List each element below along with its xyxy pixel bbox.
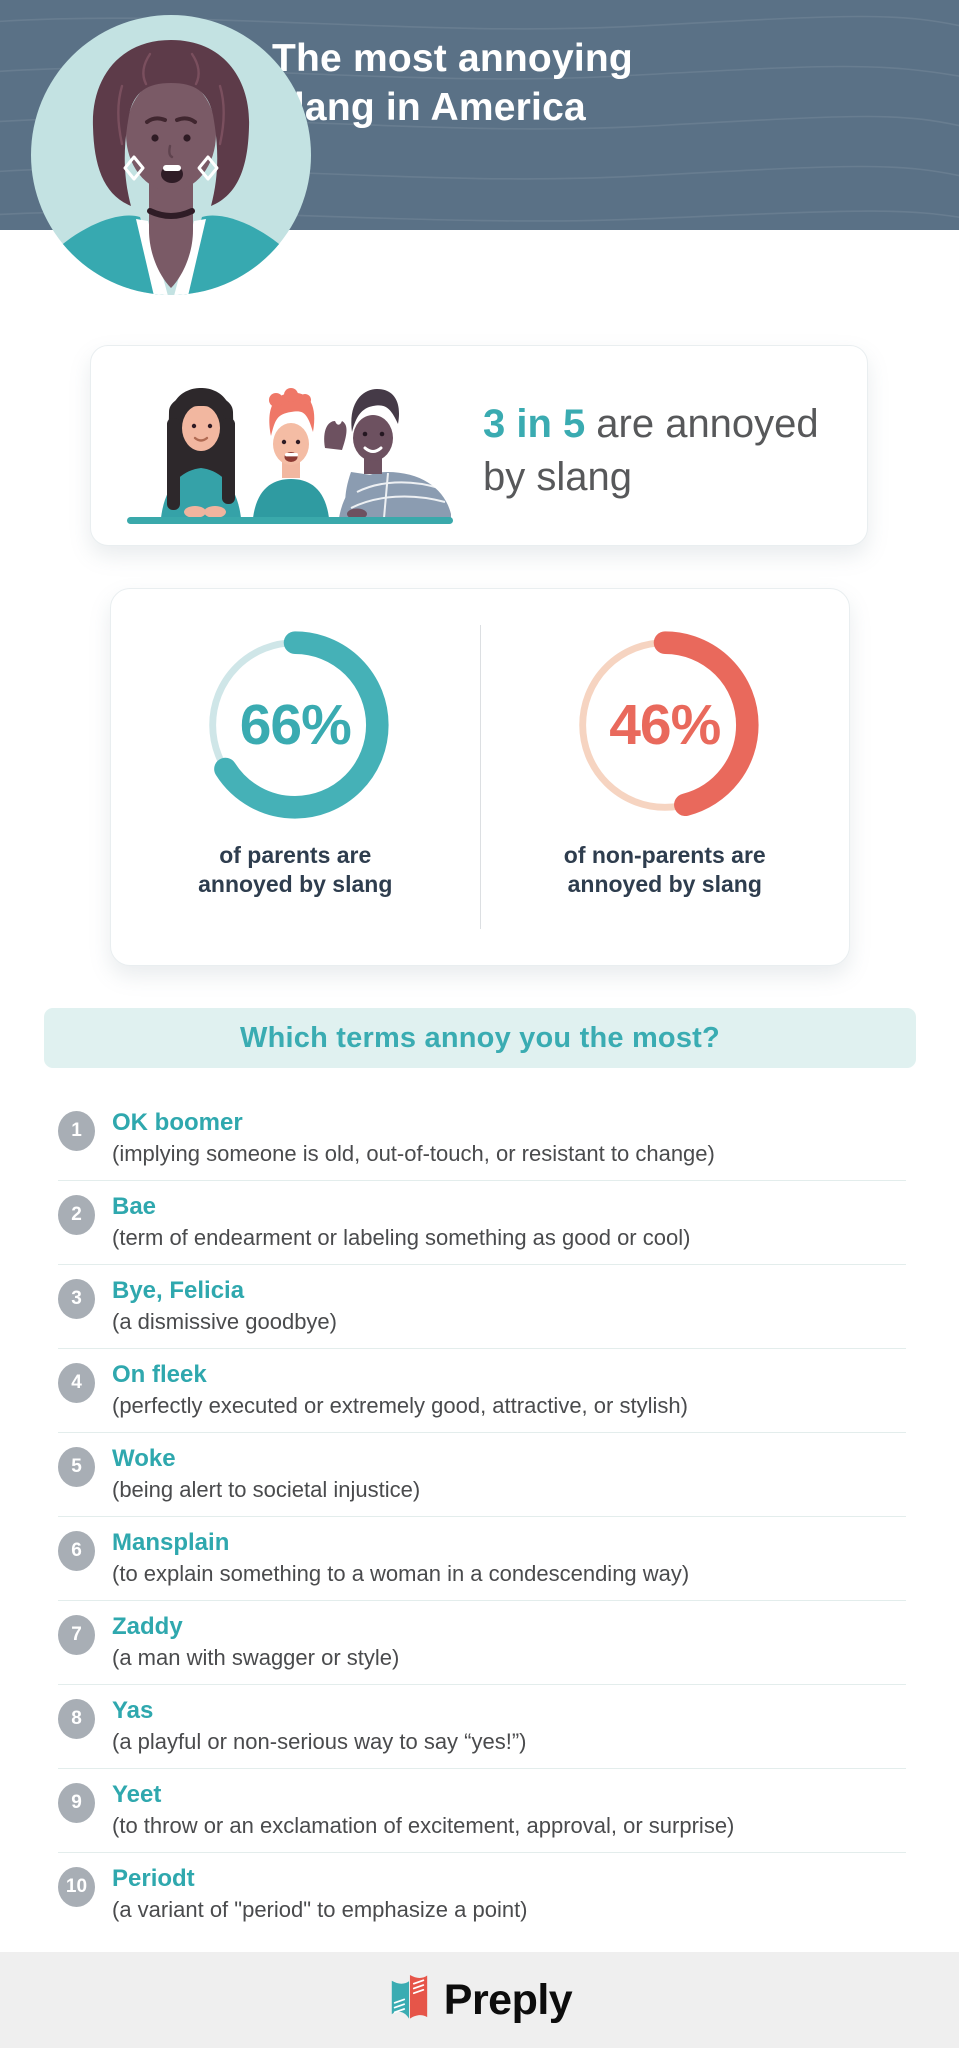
rank-badge: 10 <box>58 1867 95 1907</box>
non-parents-donut-chart: 46% <box>567 627 763 823</box>
rank-number: 5 <box>71 1456 82 1477</box>
term-name: Mansplain <box>112 1529 230 1556</box>
term-definition: (term of endearment or labeling somethin… <box>112 1225 691 1250</box>
term-definition: (a playful or non-serious way to say “ye… <box>112 1729 527 1754</box>
rank-number: 6 <box>71 1540 82 1561</box>
page-title: The most annoying slang in America <box>272 34 633 132</box>
non-parents-percent: 46% <box>609 693 721 757</box>
rank-badge: 4 <box>58 1363 95 1403</box>
list-item: 2 Bae (term of endearment or labeling so… <box>58 1181 906 1265</box>
section-banner: Which terms annoy you the most? <box>44 1008 916 1068</box>
rank-badge: 8 <box>58 1699 95 1739</box>
stat-text: 3 in 5 are annoyed by slang <box>483 398 853 504</box>
rank-badge: 9 <box>58 1783 95 1823</box>
term-definition: (a man with swagger or style) <box>112 1645 400 1670</box>
annoyed-woman-avatar <box>30 14 312 296</box>
stat-card: 3 in 5 are annoyed by slang <box>90 345 868 546</box>
stat-rest: are annoyed by slang <box>483 401 819 499</box>
term-name: Zaddy <box>112 1613 183 1640</box>
rank-badge: 2 <box>58 1195 95 1235</box>
non-parents-donut: 46% of non-parents are annoyed by slang <box>481 589 850 965</box>
rank-number: 10 <box>65 1876 88 1897</box>
term-name: OK boomer <box>112 1109 243 1136</box>
parents-donut-chart: 66% <box>197 627 393 823</box>
list-item: 9 Yeet (to throw or an exclamation of ex… <box>58 1769 906 1853</box>
preply-logo-icon[interactable] <box>387 1973 431 2028</box>
annoyed-woman-illustration <box>31 15 311 295</box>
rank-number: 9 <box>71 1792 82 1813</box>
rank-badge: 6 <box>58 1531 95 1571</box>
term-name: On fleek <box>112 1361 207 1388</box>
list-item: 6 Mansplain (to explain something to a w… <box>58 1517 906 1601</box>
rank-number: 2 <box>71 1204 82 1225</box>
rank-number: 8 <box>71 1708 82 1729</box>
vertical-divider <box>479 625 481 929</box>
rank-number: 7 <box>71 1624 82 1645</box>
brand-name[interactable]: Preply <box>443 1975 573 2024</box>
parents-label: of parents are annoyed by slang <box>198 842 393 897</box>
list-item: 5 Woke (being alert to societal injustic… <box>58 1433 906 1517</box>
term-definition: (to throw or an exclamation of excitemen… <box>112 1813 735 1838</box>
non-parents-label: of non-parents are annoyed by slang <box>563 842 766 897</box>
footer: Preply <box>0 1952 959 2048</box>
term-name: Yeet <box>112 1781 162 1808</box>
term-definition: (a variant of "period" to emphasize a po… <box>112 1897 528 1922</box>
rank-number: 1 <box>71 1120 82 1141</box>
term-definition: (perfectly executed or extremely good, a… <box>112 1393 688 1418</box>
terms-list: 1 OK boomer (implying someone is old, ou… <box>58 1097 906 1936</box>
list-item: 1 OK boomer (implying someone is old, ou… <box>58 1097 906 1181</box>
rank-badge: 1 <box>58 1111 95 1151</box>
term-definition: (being alert to societal injustice) <box>112 1477 421 1502</box>
rank-number: 4 <box>71 1372 82 1393</box>
term-name: Bae <box>112 1193 157 1220</box>
list-item: 7 Zaddy (a man with swagger or style) <box>58 1601 906 1685</box>
term-definition: (a dismissive goodbye) <box>112 1309 337 1334</box>
term-name: Yas <box>112 1697 154 1724</box>
list-item: 10 Periodt (a variant of "period" to emp… <box>58 1853 906 1936</box>
group-illustration <box>125 372 455 537</box>
page-title-line1: The most annoying <box>272 37 633 80</box>
page-title-line2: slang in America <box>272 86 586 129</box>
rank-number: 3 <box>71 1288 82 1309</box>
donut-chart-card: 66% of parents are annoyed by slang 46% … <box>110 588 850 966</box>
section-title: Which terms annoy you the most? <box>240 1021 720 1054</box>
list-item: 8 Yas (a playful or non-serious way to s… <box>58 1685 906 1769</box>
rank-badge: 5 <box>58 1447 95 1487</box>
term-name: Bye, Felicia <box>112 1277 245 1304</box>
term-name: Periodt <box>112 1865 195 1892</box>
stat-highlight: 3 in 5 <box>483 401 586 446</box>
rank-badge: 7 <box>58 1615 95 1655</box>
parents-donut: 66% of parents are annoyed by slang <box>111 589 480 965</box>
list-item: 4 On fleek (perfectly executed or extrem… <box>58 1349 906 1433</box>
parents-percent: 66% <box>239 693 352 757</box>
list-item: 3 Bye, Felicia (a dismissive goodbye) <box>58 1265 906 1349</box>
term-definition: (implying someone is old, out-of-touch, … <box>112 1141 715 1166</box>
term-definition: (to explain something to a woman in a co… <box>112 1561 690 1586</box>
term-name: Woke <box>112 1445 176 1472</box>
rank-badge: 3 <box>58 1279 95 1319</box>
